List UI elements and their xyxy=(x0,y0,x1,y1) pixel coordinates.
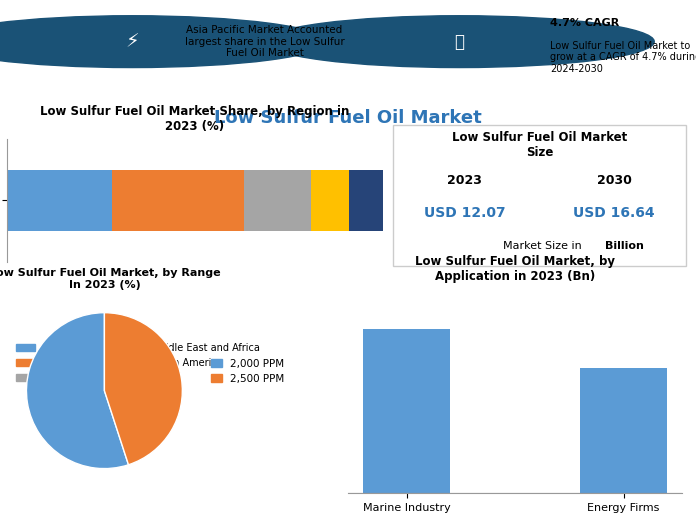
Title: Low Sulfur Fuel Oil Market, by Range
In 2023 (%): Low Sulfur Fuel Oil Market, by Range In … xyxy=(0,268,220,290)
Bar xyxy=(580,368,667,493)
Bar xyxy=(112,170,244,231)
Bar xyxy=(7,170,112,231)
Text: Asia Pacific Market Accounted
largest share in the Low Sulfur
Fuel Oil Market: Asia Pacific Market Accounted largest sh… xyxy=(184,25,345,58)
Wedge shape xyxy=(104,313,182,465)
Title: Low Sulfur Fuel Oil Market, by
Application in 2023 (Bn): Low Sulfur Fuel Oil Market, by Applicati… xyxy=(415,254,615,283)
Text: USD 12.07: USD 12.07 xyxy=(424,206,505,219)
FancyBboxPatch shape xyxy=(393,125,686,266)
Text: USD 16.64: USD 16.64 xyxy=(574,206,655,219)
Text: Low Sulfur Fuel Oil Market to
grow at a CAGR of 4.7% during
2024-2030: Low Sulfur Fuel Oil Market to grow at a … xyxy=(550,41,696,74)
Title: Low Sulfur Fuel Oil Market Share, by Region in
2023 (%): Low Sulfur Fuel Oil Market Share, by Reg… xyxy=(40,105,349,134)
Text: 2023: 2023 xyxy=(447,174,482,188)
Text: Billion: Billion xyxy=(606,241,644,251)
Legend: North America, Asia-Pacific, Europe, Middle East and Africa, South America: North America, Asia-Pacific, Europe, Mid… xyxy=(12,339,263,387)
Text: 4.7% CAGR: 4.7% CAGR xyxy=(550,18,619,28)
Legend: 2,000 PPM, 2,500 PPM: 2,000 PPM, 2,500 PPM xyxy=(207,354,288,388)
Text: Low Sulfur Fuel Oil Market
Size: Low Sulfur Fuel Oil Market Size xyxy=(452,131,627,158)
Text: Low Sulfur Fuel Oil Market: Low Sulfur Fuel Oil Market xyxy=(214,109,482,127)
Text: ⚡: ⚡ xyxy=(125,32,139,51)
Circle shape xyxy=(0,16,327,67)
Text: 2030: 2030 xyxy=(596,174,632,188)
Bar xyxy=(244,170,311,231)
Bar xyxy=(349,170,383,231)
Text: 🔥: 🔥 xyxy=(454,32,464,51)
Bar xyxy=(363,329,450,493)
Bar xyxy=(311,170,349,231)
Wedge shape xyxy=(26,313,129,469)
Circle shape xyxy=(264,16,654,67)
Text: Market Size in: Market Size in xyxy=(503,241,586,251)
